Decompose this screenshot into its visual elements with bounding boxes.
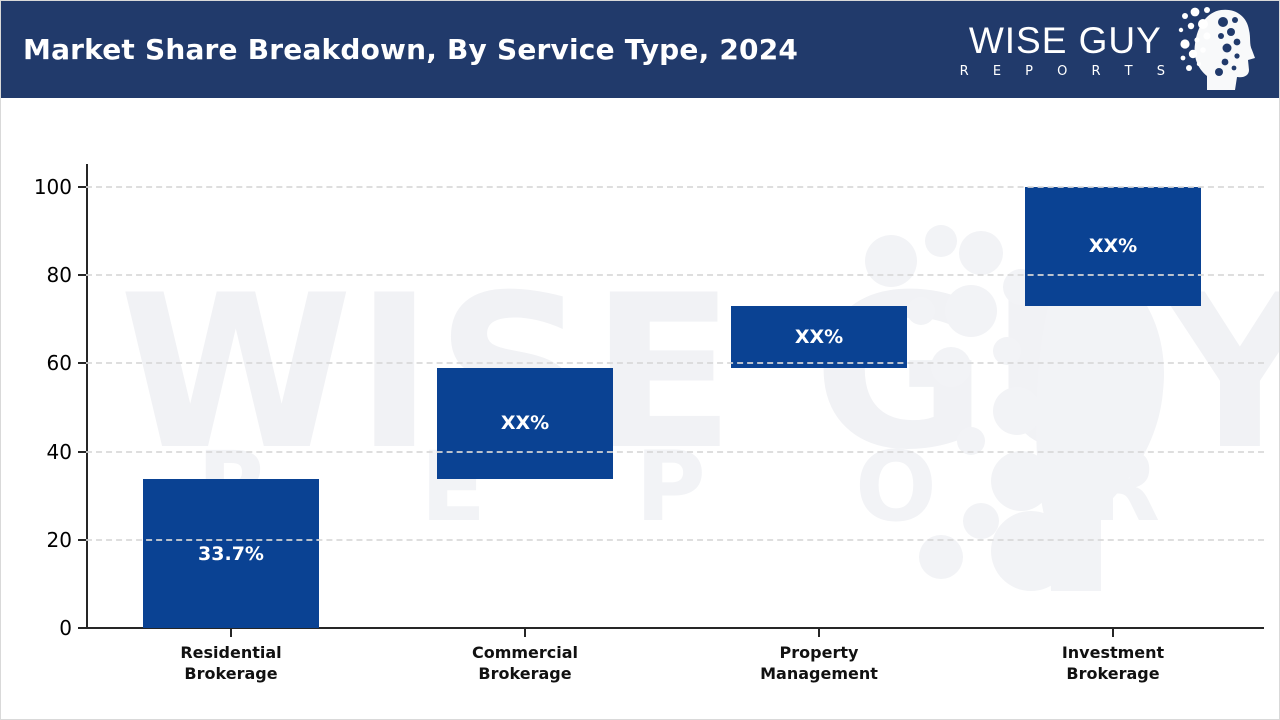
y-tick-label-80: 80 xyxy=(46,263,72,288)
head-profile-dots-icon xyxy=(1177,6,1255,94)
y-axis-line xyxy=(86,164,88,628)
bar-value-label: XX% xyxy=(500,412,550,435)
y-tick-mark-20 xyxy=(78,538,87,541)
brand-subtitle: R E P O R T S xyxy=(959,63,1175,79)
x-tick-label-1: Commercial Brokerage xyxy=(471,643,579,683)
chart-plot-area: 33.7% XX% XX% XX% 0 20 40 60 80 100 Residential B… xyxy=(1,98,1279,719)
y-tick-mark-0 xyxy=(78,627,87,629)
x-tick-mark-2 xyxy=(818,629,820,637)
gridline-20 xyxy=(86,538,1264,541)
x-tick-label-2: Property Management xyxy=(760,643,878,683)
header-bar: Market Share Breakdown, By Service Type,… xyxy=(1,1,1279,98)
bar-investment-brokerage: XX% xyxy=(1025,186,1201,306)
gridline-80 xyxy=(86,274,1264,277)
x-tick-label-3: Investment Brokerage xyxy=(1061,643,1165,683)
bar-value-label: XX% xyxy=(794,325,844,348)
brand-text: WISE GUY R E P O R T S xyxy=(956,22,1175,78)
gridline-60 xyxy=(86,362,1264,365)
y-tick-mark-40 xyxy=(78,450,87,453)
bar-value-label: 33.7% xyxy=(198,542,264,565)
brand-logo: WISE GUY R E P O R T S xyxy=(956,6,1255,94)
x-axis-line xyxy=(86,627,1264,629)
y-tick-label-60: 60 xyxy=(46,351,72,376)
bar-value-label: XX% xyxy=(1088,235,1138,258)
bar-commercial-brokerage: XX% xyxy=(437,367,613,480)
x-tick-mark-3 xyxy=(1112,629,1114,637)
bar-property-management: XX% xyxy=(731,305,907,368)
y-tick-label-20: 20 xyxy=(46,527,72,552)
x-tick-mark-0 xyxy=(230,629,232,637)
brand-name: WISE GUY xyxy=(968,19,1162,61)
gridline-40 xyxy=(86,450,1264,453)
page-title: Market Share Breakdown, By Service Type,… xyxy=(23,33,799,66)
bar-residential-brokerage: 33.7% xyxy=(143,479,319,628)
y-tick-mark-80 xyxy=(78,274,87,277)
x-tick-mark-1 xyxy=(524,629,526,637)
y-tick-label-40: 40 xyxy=(46,439,72,464)
y-tick-mark-60 xyxy=(78,362,87,365)
gridline-100 xyxy=(86,185,1264,188)
x-tick-label-0: Residential Brokerage xyxy=(180,643,282,683)
y-tick-label-0: 0 xyxy=(59,616,72,640)
watermark-head-dots xyxy=(771,191,1201,595)
y-tick-mark-100 xyxy=(78,185,87,188)
y-tick-label-100: 100 xyxy=(33,174,72,199)
